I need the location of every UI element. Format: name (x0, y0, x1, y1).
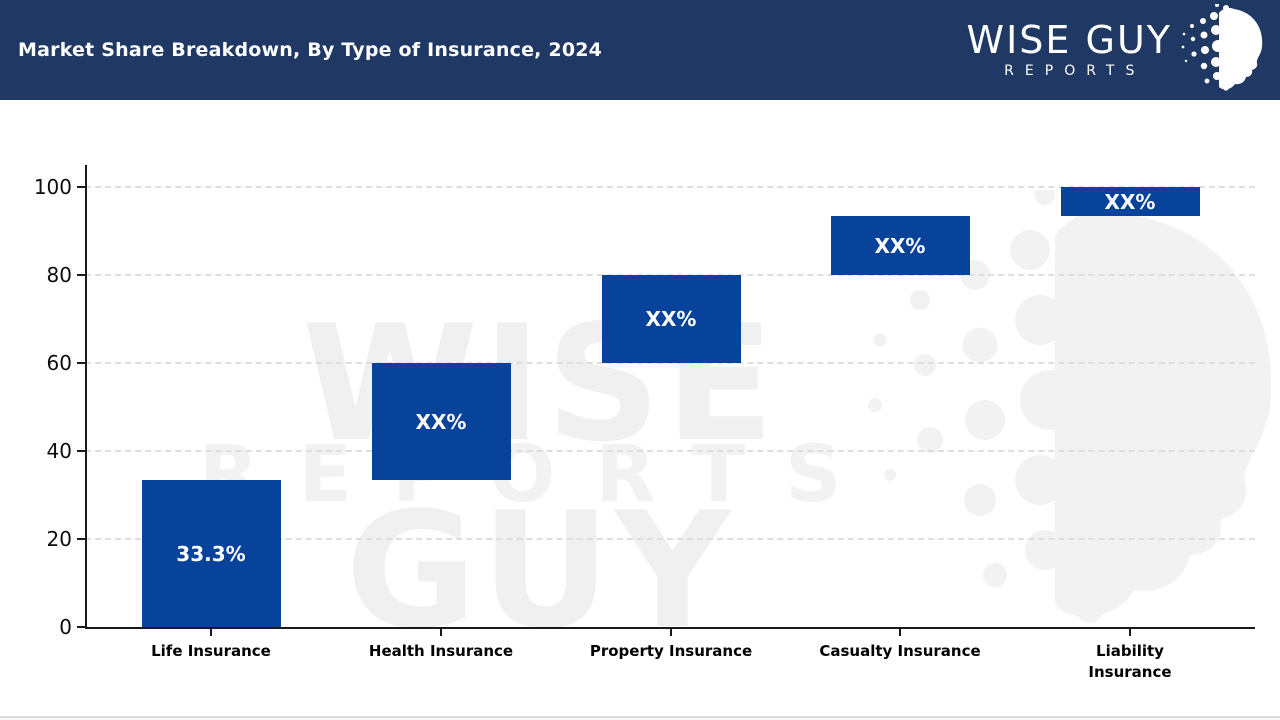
y-tick-label-40: 40 (46, 439, 72, 463)
gridline-20 (85, 538, 1255, 540)
category-label-2: Property Insurance (589, 642, 753, 660)
gridline-100 (85, 186, 1255, 188)
y-tick-mark-80 (77, 274, 85, 276)
y-tick-mark-60 (77, 362, 85, 364)
bar-label-0: 33.3% (176, 541, 246, 566)
y-tick-label-80: 80 (46, 263, 72, 287)
category-label-1: Health Insurance (368, 642, 514, 660)
x-tick-mark-0 (210, 629, 212, 636)
bar-label-4: XX% (1104, 189, 1156, 214)
category-label-3: Casualty Insurance (819, 642, 981, 660)
y-tick-mark-20 (77, 538, 85, 540)
gridline-40 (85, 450, 1255, 452)
y-tick-label-0: 0 (59, 615, 72, 639)
y-axis (85, 165, 87, 629)
bottom-strip (0, 718, 1280, 720)
y-tick-mark-40 (77, 450, 85, 452)
wise-guy-logo: WISE GUY REPORTS (967, 3, 1280, 96)
x-tick-mark-1 (440, 629, 442, 636)
bar-label-1: XX% (415, 409, 467, 434)
header: Market Share Breakdown, By Type of Insur… (0, 0, 1280, 100)
bar-4: XX% (1060, 187, 1200, 217)
y-tick-label-20: 20 (46, 527, 72, 551)
bar-1: XX% (371, 363, 511, 481)
x-tick-mark-2 (670, 629, 672, 636)
bottom-divider (0, 716, 1280, 718)
y-tick-mark-0 (77, 626, 85, 628)
logo-face-icon (1174, 3, 1266, 96)
bar-label-3: XX% (874, 233, 926, 258)
y-tick-mark-100 (77, 186, 85, 188)
chart-area: WISE GUY REPORTS 0 20 40 60 80 100 33.3% Life I… (0, 100, 1280, 716)
bar-label-2: XX% (645, 307, 697, 331)
category-label-0: Life Insurance (151, 642, 271, 660)
logo-text: WISE GUY REPORTS (967, 20, 1172, 80)
x-tick-mark-3 (899, 629, 901, 636)
category-label-4: Liability Insurance (1088, 642, 1172, 681)
gridline-60 (85, 362, 1255, 364)
bar-2: XX% (601, 275, 741, 363)
x-axis (85, 627, 1255, 629)
y-tick-label-60: 60 (46, 351, 72, 375)
watermark-subtitle: REPORTS (198, 430, 882, 520)
logo-wordmark: WISE GUY (966, 18, 1172, 62)
page-title: Market Share Breakdown, By Type of Insur… (18, 39, 603, 61)
logo-subtitle: REPORTS (1004, 63, 1146, 79)
x-tick-mark-4 (1129, 629, 1131, 636)
y-tick-label-100: 100 (33, 175, 72, 199)
bar-0: 33.3% (141, 480, 281, 627)
bar-3: XX% (830, 216, 970, 275)
